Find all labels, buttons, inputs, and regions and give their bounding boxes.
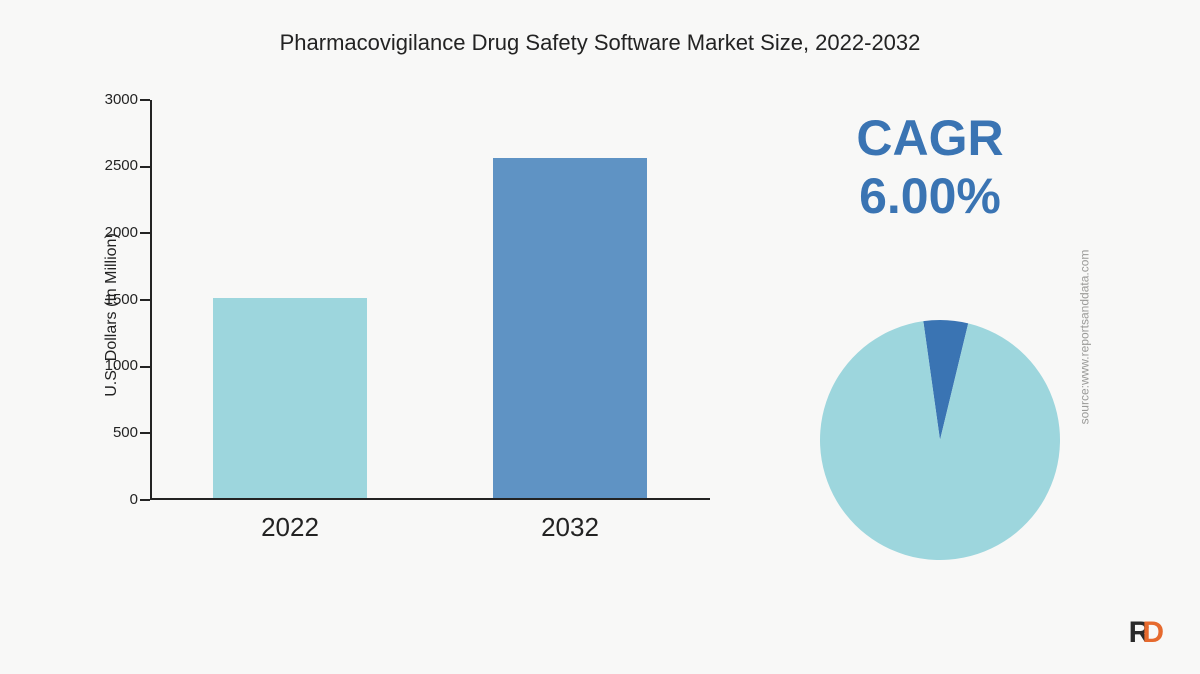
y-tick xyxy=(140,366,150,368)
y-tick xyxy=(140,499,150,501)
y-tick-label: 2500 xyxy=(78,157,138,174)
bar xyxy=(213,298,367,498)
bar xyxy=(493,158,647,498)
y-tick-label: 500 xyxy=(78,424,138,441)
infographic-root: Pharmacovigilance Drug Safety Software M… xyxy=(0,0,1200,674)
x-tick-label: 2032 xyxy=(430,512,710,543)
y-tick xyxy=(140,166,150,168)
y-tick-label: 2000 xyxy=(78,224,138,241)
logo-d: D xyxy=(1142,616,1162,649)
chart-title: Pharmacovigilance Drug Safety Software M… xyxy=(0,30,1200,56)
source-attribution: source:www.reportsanddata.com xyxy=(1078,250,1092,425)
y-tick xyxy=(140,432,150,434)
x-axis-line xyxy=(150,498,710,500)
brand-logo: RD xyxy=(1129,616,1168,650)
y-tick xyxy=(140,232,150,234)
plot-area: 050010001500200025003000 xyxy=(150,100,710,500)
y-tick-label: 1000 xyxy=(78,357,138,374)
y-tick-label: 1500 xyxy=(78,291,138,308)
y-tick-label: 0 xyxy=(78,491,138,508)
x-tick-label: 2022 xyxy=(150,512,430,543)
y-tick xyxy=(140,299,150,301)
cagr-value: 6.00% xyxy=(770,168,1090,226)
cagr-block: CAGR 6.00% xyxy=(770,110,1090,225)
y-tick-label: 3000 xyxy=(78,91,138,108)
chart-title-text: Pharmacovigilance Drug Safety Software M… xyxy=(280,30,921,55)
bar-chart: U.S. Dollars (In Million) 05001000150020… xyxy=(80,100,720,530)
cagr-label: CAGR xyxy=(770,110,1090,168)
y-tick xyxy=(140,99,150,101)
pie-svg xyxy=(810,310,1070,570)
y-axis-line xyxy=(150,100,152,500)
pie-chart xyxy=(810,310,1070,570)
